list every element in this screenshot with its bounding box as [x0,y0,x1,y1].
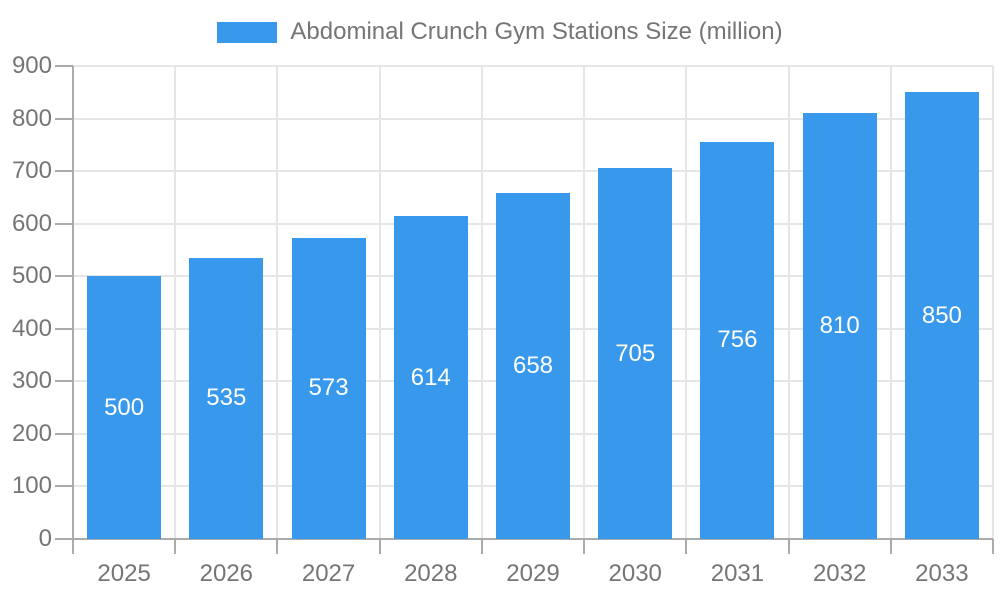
gridline-vertical [378,66,381,539]
y-axis-tick-label: 900 [11,52,52,79]
gridline-vertical [276,66,279,539]
bar [496,193,570,539]
x-axis-tick-label: 2031 [710,560,765,587]
x-axis-tick-label: 2028 [404,560,458,587]
bar-value-label: 535 [206,384,247,412]
y-axis-tick [55,170,73,173]
bar [598,168,673,539]
y-axis-line [72,66,74,541]
y-axis-tick [55,538,73,540]
y-axis-tick [55,117,73,120]
gridline-vertical [889,66,892,539]
x-axis-tick-label: 2029 [506,560,560,587]
gridline-horizontal [73,170,993,173]
y-axis-tick-label: 200 [11,419,52,447]
x-axis-tick-label: 2030 [608,560,662,587]
y-axis-tick-label: 500 [11,262,52,290]
gridline-horizontal [73,65,993,67]
x-axis-line [73,538,993,540]
legend-swatch[interactable] [217,21,278,43]
bar-value-label: 810 [819,312,860,340]
x-axis-tick [685,539,688,554]
y-axis-tick [55,485,73,488]
bar-value-label: 573 [308,374,349,402]
bar [393,216,468,539]
bar [189,257,264,539]
y-axis-tick-label: 800 [11,104,52,132]
y-axis-tick-label: 400 [11,314,52,342]
bar-value-label: 614 [410,363,451,391]
bar [291,237,366,539]
gridline-vertical [992,66,994,539]
gridline-vertical [174,66,177,539]
x-axis-tick [480,539,483,554]
bar-value-label: 500 [104,393,145,421]
bar-value-label: 705 [615,339,656,367]
gridline-vertical [787,66,790,539]
y-axis-tick-label: 300 [11,367,52,395]
x-axis-tick [787,539,790,554]
x-axis-tick-label: 2033 [915,560,969,587]
bar [87,276,162,539]
x-axis-tick [889,539,892,554]
legend-label[interactable]: Abdominal Crunch Gym Stations Size (mill… [290,18,783,45]
bar-value-label: 756 [717,326,758,354]
legend[interactable]: Abdominal Crunch Gym Stations Size (mill… [0,14,1000,50]
x-axis-tick-label: 2026 [199,560,254,587]
y-axis-tick [55,380,73,383]
y-axis-tick [55,327,73,330]
bar [904,92,979,539]
x-axis-tick [72,539,74,554]
y-axis-tick [55,432,73,435]
y-axis-tick-label: 600 [11,209,52,237]
x-axis-tick-label: 2025 [97,560,151,587]
x-axis-tick [378,539,381,554]
y-axis-tick [55,222,73,225]
x-axis-tick [583,539,586,554]
y-axis-tick-label: 700 [11,157,52,185]
x-axis-tick-label: 2032 [812,560,867,587]
x-axis-tick-label: 2027 [301,560,356,587]
x-axis-tick [174,539,177,554]
gridline-vertical [480,66,483,539]
y-axis-tick [55,275,73,278]
y-axis-tick [55,65,73,67]
bar [700,141,775,539]
bar-value-label: 658 [512,352,554,380]
bar [802,113,877,539]
gridline-vertical [685,66,688,539]
x-axis-tick [276,539,279,554]
y-axis-tick-label: 0 [38,525,52,552]
y-axis-tick-label: 100 [11,472,52,500]
gridline-horizontal [73,117,993,120]
x-axis-tick [992,539,994,554]
gridline-vertical [583,66,586,539]
bar-value-label: 850 [921,301,962,329]
